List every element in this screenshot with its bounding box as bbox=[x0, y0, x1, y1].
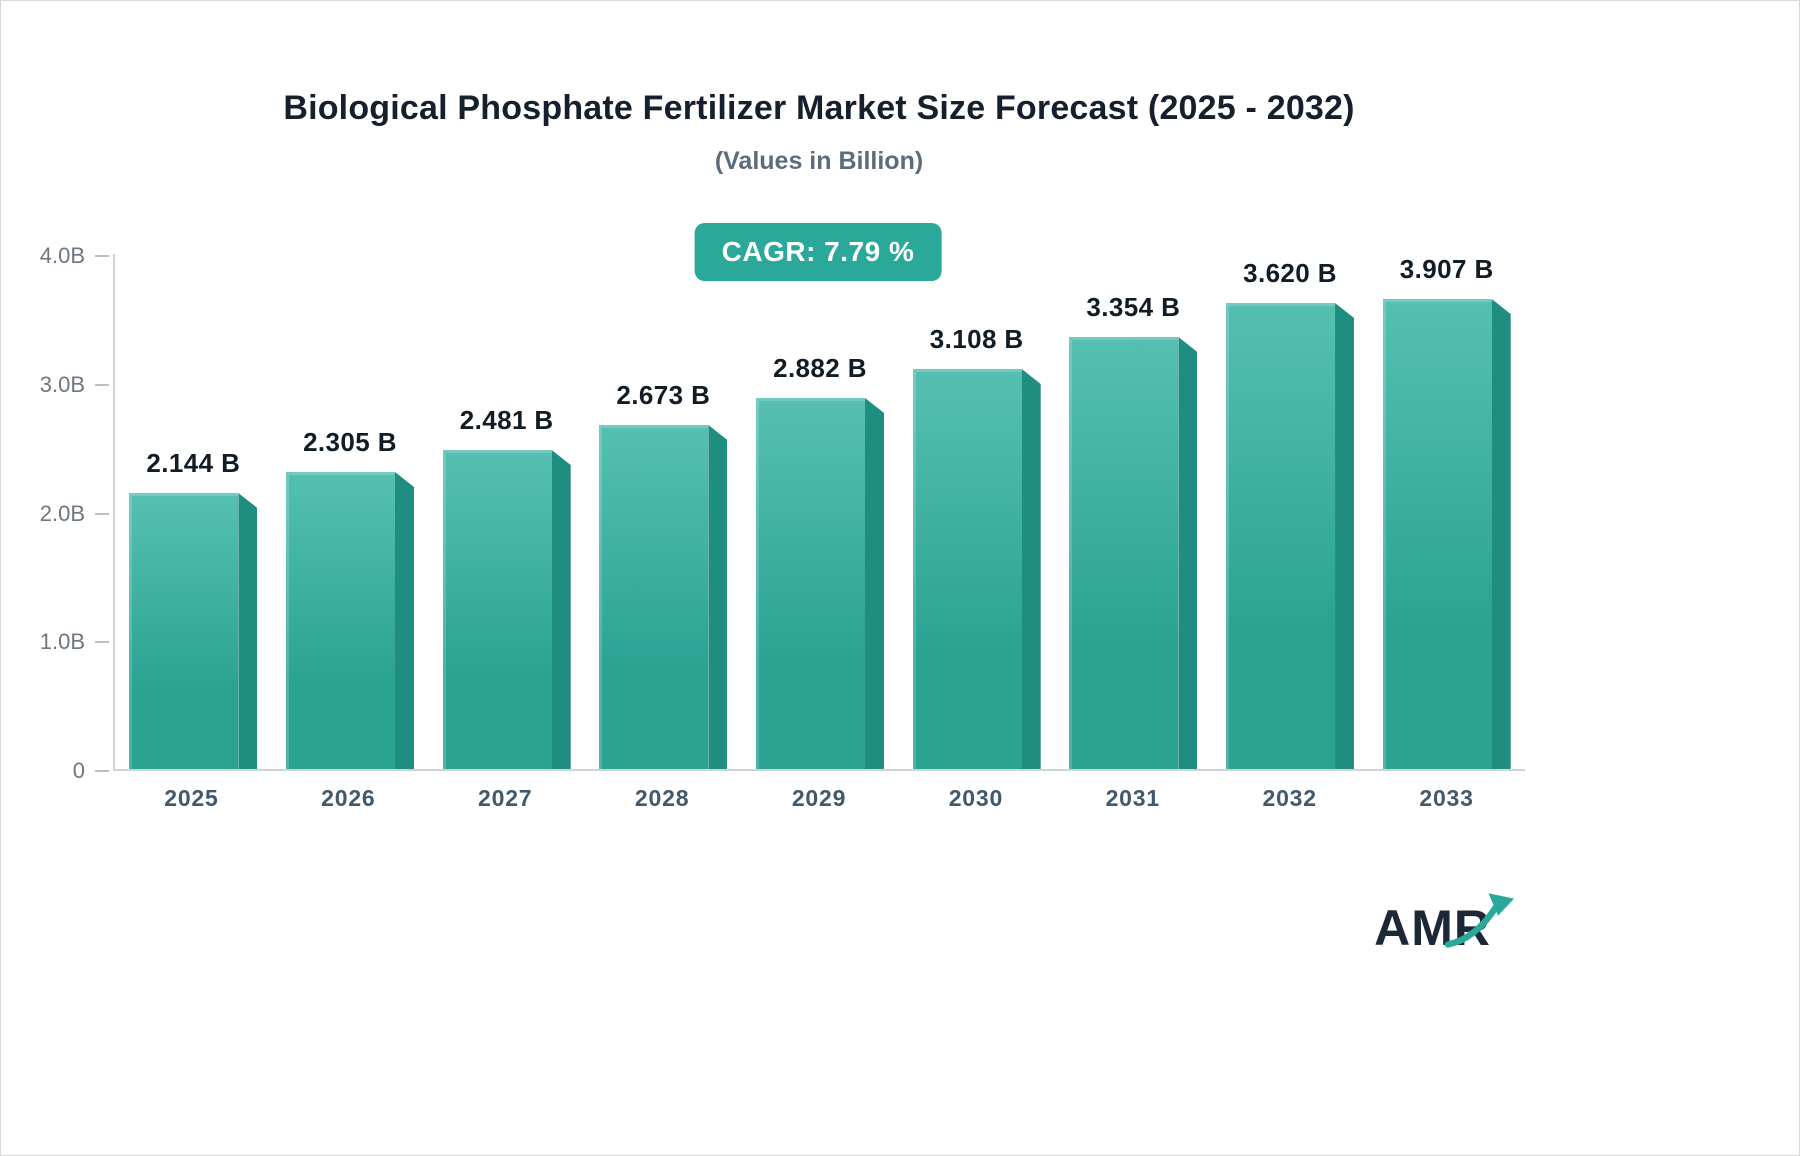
bar-side-shade bbox=[1335, 303, 1355, 769]
bar-side-shade bbox=[395, 472, 414, 769]
bar-group: 2.882 B bbox=[742, 254, 899, 769]
x-axis-label: 2027 bbox=[478, 785, 533, 811]
bar-side-shade bbox=[708, 425, 728, 769]
x-axis-label: 2033 bbox=[1419, 785, 1474, 811]
bar[interactable] bbox=[1382, 299, 1511, 769]
bar-side-shade bbox=[1021, 369, 1041, 769]
bar-group: 2.481 B bbox=[428, 254, 585, 769]
chart-title: Biological Phosphate Fertilizer Market S… bbox=[283, 89, 1355, 127]
bar[interactable] bbox=[1069, 337, 1198, 769]
y-axis-tick-mark bbox=[95, 512, 109, 515]
plot-area: 2.144 B 2.305 B 2.481 B 2.673 B 2.882 B 3.108… bbox=[113, 254, 1525, 771]
x-axis-label: 2029 bbox=[791, 785, 847, 811]
bar-value-label: 3.907 B bbox=[1399, 254, 1494, 284]
x-axis-label: 2028 bbox=[634, 785, 690, 811]
bar-value-label: 3.620 B bbox=[1243, 258, 1337, 288]
y-axis: 0 1.0B 2.0B 3.0B 4.0B bbox=[1, 243, 113, 783]
bar-value-label: 3.108 B bbox=[929, 324, 1024, 354]
bar-group: 3.108 B bbox=[898, 254, 1055, 769]
bar-side-shade bbox=[238, 493, 258, 769]
bar-face bbox=[1069, 337, 1179, 769]
y-axis-tick-label: 1.0B bbox=[39, 629, 85, 655]
y-axis-tick: 1.0B bbox=[40, 629, 109, 655]
y-axis-tick-mark bbox=[95, 255, 109, 257]
amr-logo: AMR bbox=[1374, 893, 1515, 957]
y-axis-tick-label: 0 bbox=[72, 758, 85, 783]
x-axis-label: 2032 bbox=[1262, 785, 1317, 811]
bar-group: 2.673 B bbox=[585, 254, 742, 769]
bar-side-shade bbox=[865, 398, 885, 769]
x-axis-label: 2031 bbox=[1105, 785, 1160, 811]
bar[interactable] bbox=[442, 450, 571, 769]
x-axis-label: 2026 bbox=[321, 785, 376, 811]
chart-subtitle: (Values in Billion) bbox=[714, 147, 924, 175]
bar-face bbox=[129, 493, 239, 769]
bar-face bbox=[912, 369, 1022, 769]
x-axis: 2025 2026 2027 2028 2029 2030 2031 2032 2033 bbox=[113, 785, 1525, 812]
x-axis-label: 2030 bbox=[948, 785, 1004, 811]
y-axis-tick-label: 4.0B bbox=[39, 243, 85, 268]
y-axis-tick: 4.0B bbox=[40, 243, 109, 269]
y-axis-tick-mark bbox=[95, 770, 109, 772]
bar-group: 3.907 B bbox=[1368, 254, 1525, 769]
bar[interactable] bbox=[286, 472, 414, 769]
y-axis-tick-label: 3.0B bbox=[39, 371, 85, 397]
bar-face bbox=[442, 450, 552, 769]
x-axis-label: 2025 bbox=[164, 785, 219, 811]
bar-side-shade bbox=[1178, 337, 1198, 769]
bar-value-label: 2.144 B bbox=[146, 448, 241, 478]
bar-side-shade bbox=[551, 450, 571, 769]
bar-value-label: 2.305 B bbox=[303, 427, 397, 457]
bar-face bbox=[286, 472, 395, 769]
bar-face bbox=[599, 425, 709, 769]
bar-face bbox=[1382, 299, 1492, 769]
bar-group: 3.354 B bbox=[1055, 254, 1212, 769]
bar[interactable] bbox=[1226, 303, 1355, 769]
bar-face bbox=[756, 398, 866, 769]
bar-value-label: 2.673 B bbox=[616, 380, 711, 410]
bar-group: 2.144 B bbox=[115, 254, 272, 769]
y-axis-tick: 3.0B bbox=[40, 372, 109, 398]
bar[interactable] bbox=[129, 493, 258, 769]
growth-arrow-icon bbox=[1444, 893, 1515, 948]
bar-face bbox=[1226, 303, 1336, 769]
bar-side-shade bbox=[1491, 299, 1511, 769]
bar[interactable] bbox=[756, 398, 885, 769]
y-axis-tick-mark bbox=[95, 383, 109, 386]
bar-value-label: 2.481 B bbox=[459, 405, 554, 435]
amr-logo-text: AMR bbox=[1374, 900, 1491, 956]
y-axis-tick: 0 bbox=[73, 758, 109, 784]
y-axis-tick-label: 2.0B bbox=[39, 500, 85, 526]
bar-value-label: 2.882 B bbox=[773, 353, 867, 383]
bar-value-label: 3.354 B bbox=[1086, 292, 1181, 322]
bar-group: 3.620 B bbox=[1212, 254, 1369, 769]
y-axis-tick: 2.0B bbox=[40, 501, 109, 527]
cagr-badge: CAGR: 7.79 % bbox=[694, 223, 942, 281]
y-axis-tick-mark bbox=[95, 641, 109, 644]
bar[interactable] bbox=[599, 425, 728, 769]
bar[interactable] bbox=[912, 369, 1041, 769]
bar-group: 2.305 B bbox=[272, 254, 429, 769]
